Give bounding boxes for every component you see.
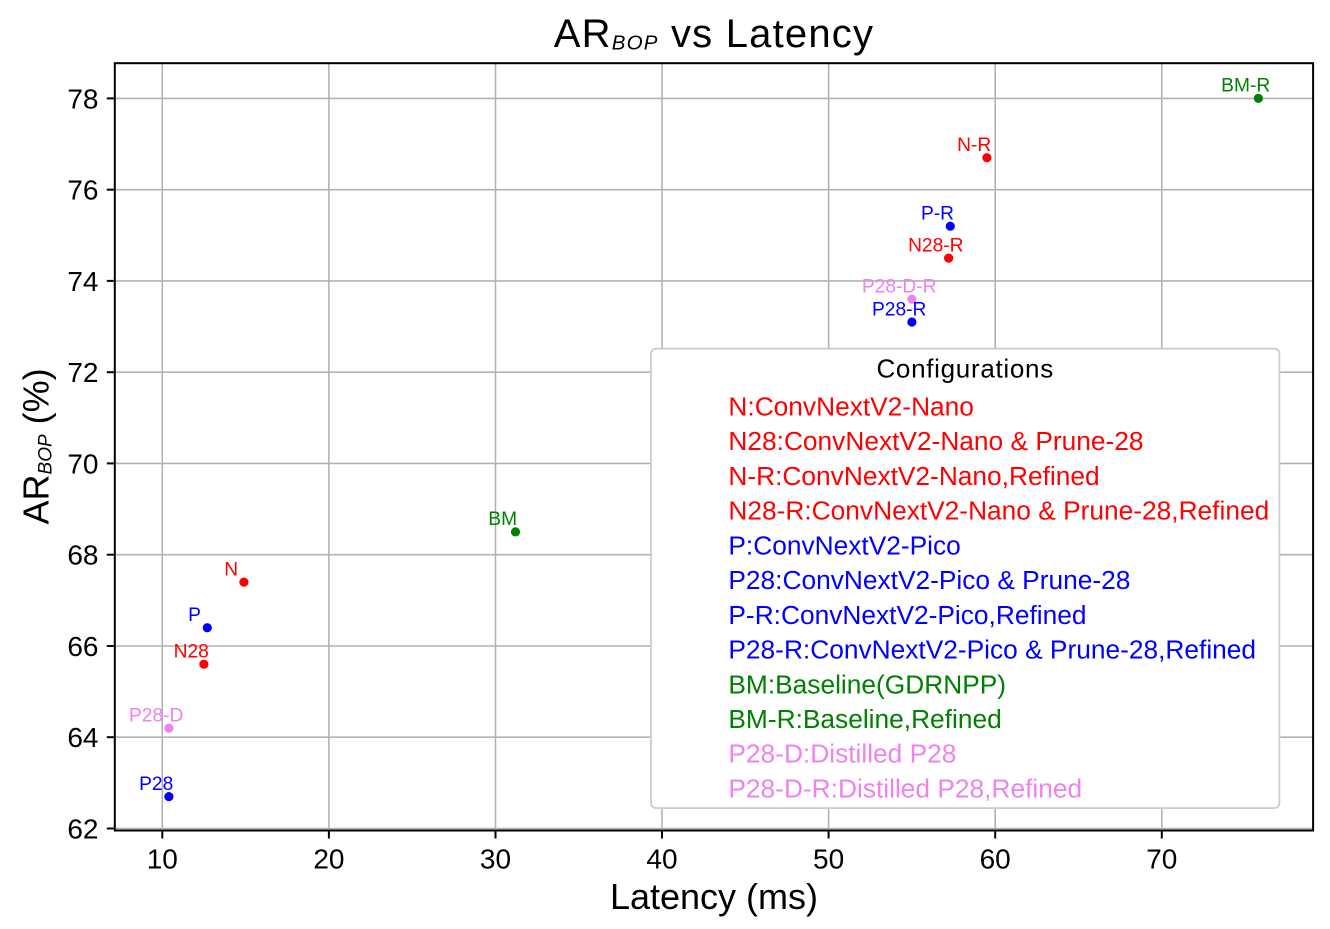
svg-text:N28: N28 (174, 642, 209, 663)
svg-text:P:ConvNextV2-Pico: P:ConvNextV2-Pico (728, 530, 960, 560)
svg-text:20: 20 (313, 844, 344, 875)
svg-text:50: 50 (813, 844, 844, 875)
svg-text:P28-D-R: P28-D-R (862, 277, 937, 298)
svg-text:N-R:ConvNextV2-Nano,Refined: N-R:ConvNextV2-Nano,Refined (728, 461, 1099, 491)
svg-text:62: 62 (67, 814, 98, 845)
svg-text:74: 74 (67, 266, 98, 297)
svg-text:N:ConvNextV2-Nano: N:ConvNextV2-Nano (728, 392, 974, 422)
svg-text:P28:ConvNextV2-Pico & Prune-28: P28:ConvNextV2-Pico & Prune-28 (728, 565, 1130, 595)
svg-text:BM-R:Baseline,Refined: BM-R:Baseline,Refined (728, 704, 1001, 734)
svg-text:70: 70 (67, 448, 98, 479)
svg-text:66: 66 (67, 631, 98, 662)
svg-text:76: 76 (67, 175, 98, 206)
svg-text:P28-D:Distilled P28: P28-D:Distilled P28 (728, 739, 956, 769)
svg-text:N28-R:ConvNextV2-Nano & Prune-: N28-R:ConvNextV2-Nano & Prune-28,Refined (728, 496, 1269, 526)
svg-text:N: N (224, 559, 238, 580)
svg-text:BM-R: BM-R (1221, 76, 1270, 97)
svg-text:64: 64 (67, 722, 98, 753)
svg-text:P: P (188, 605, 201, 626)
svg-text:P28-D-R:Distilled P28,Refined: P28-D-R:Distilled P28,Refined (728, 773, 1082, 803)
svg-text:78: 78 (67, 83, 98, 114)
svg-text:40: 40 (646, 844, 677, 875)
svg-text:72: 72 (67, 357, 98, 388)
svg-text:P-R: P-R (921, 204, 954, 225)
svg-text:Configurations: Configurations (876, 354, 1053, 384)
svg-text:ARBOP vs Latency: ARBOP vs Latency (554, 12, 874, 56)
svg-text:10: 10 (147, 844, 178, 875)
svg-text:N-R: N-R (957, 135, 991, 156)
svg-text:N28:ConvNextV2-Nano & Prune-28: N28:ConvNextV2-Nano & Prune-28 (728, 426, 1143, 456)
svg-text:30: 30 (480, 844, 511, 875)
svg-text:N28-R: N28-R (908, 235, 963, 256)
svg-text:70: 70 (1146, 844, 1177, 875)
svg-text:P28-R: P28-R (872, 299, 926, 320)
svg-text:BM:Baseline(GDRNPP): BM:Baseline(GDRNPP) (728, 669, 1006, 699)
svg-text:Latency (ms): Latency (ms) (610, 876, 818, 917)
svg-text:P28: P28 (139, 774, 173, 795)
svg-text:60: 60 (980, 844, 1011, 875)
svg-text:P28-R:ConvNextV2-Pico & Prune-: P28-R:ConvNextV2-Pico & Prune-28,Refined (728, 635, 1256, 665)
svg-text:BM: BM (488, 509, 517, 530)
svg-text:68: 68 (67, 540, 98, 571)
svg-text:P28-D: P28-D (129, 705, 183, 726)
svg-text:P-R:ConvNextV2-Pico,Refined: P-R:ConvNextV2-Pico,Refined (728, 600, 1086, 630)
